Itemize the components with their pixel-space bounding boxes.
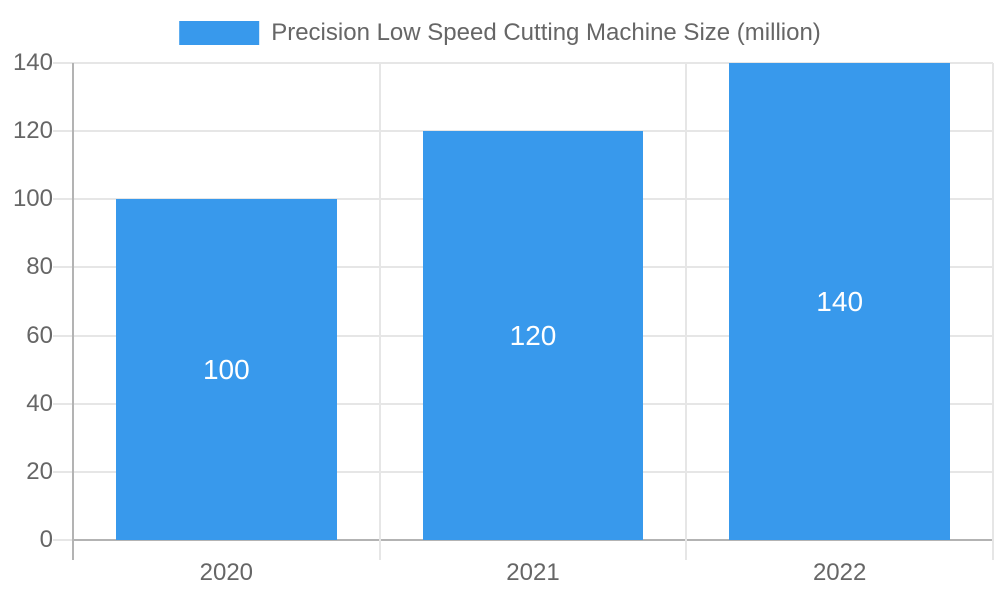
y-axis-label: 60 [26,321,53,349]
x-axis-label: 2022 [812,559,867,586]
bar[interactable] [115,199,337,540]
x-axis-label: 2021 [506,559,560,586]
y-axis-label: 100 [12,185,53,213]
y-tick [53,62,73,64]
x-gridline [378,63,381,560]
x-gridline [992,63,994,560]
x-axis-label: 2020 [199,559,254,586]
bar-value-label: 140 [816,285,864,317]
bar[interactable] [422,131,644,540]
bar-value-label: 120 [509,319,557,351]
y-axis-label: 120 [12,117,53,145]
y-tick [53,470,73,473]
y-tick [53,130,73,133]
y-tick [53,402,73,405]
y-axis-label: 80 [26,253,53,281]
y-gridline [73,62,993,64]
legend-label: Precision Low Speed Cutting Machine Size… [271,19,821,46]
y-axis-line [72,63,74,560]
y-tick [53,266,73,269]
x-gridline [685,63,688,560]
legend-item[interactable]: Precision Low Speed Cutting Machine Size… [179,21,821,45]
y-axis-label: 0 [39,526,53,553]
y-tick [53,334,73,337]
y-axis-label: 20 [26,457,53,485]
bar[interactable] [729,63,951,540]
y-tick [53,539,73,541]
y-axis-label: 40 [26,389,53,417]
y-axis-label: 140 [12,49,53,76]
y-tick [53,198,73,201]
legend-swatch [179,21,260,45]
bar-value-label: 100 [202,353,250,385]
x-axis-line [73,539,993,541]
